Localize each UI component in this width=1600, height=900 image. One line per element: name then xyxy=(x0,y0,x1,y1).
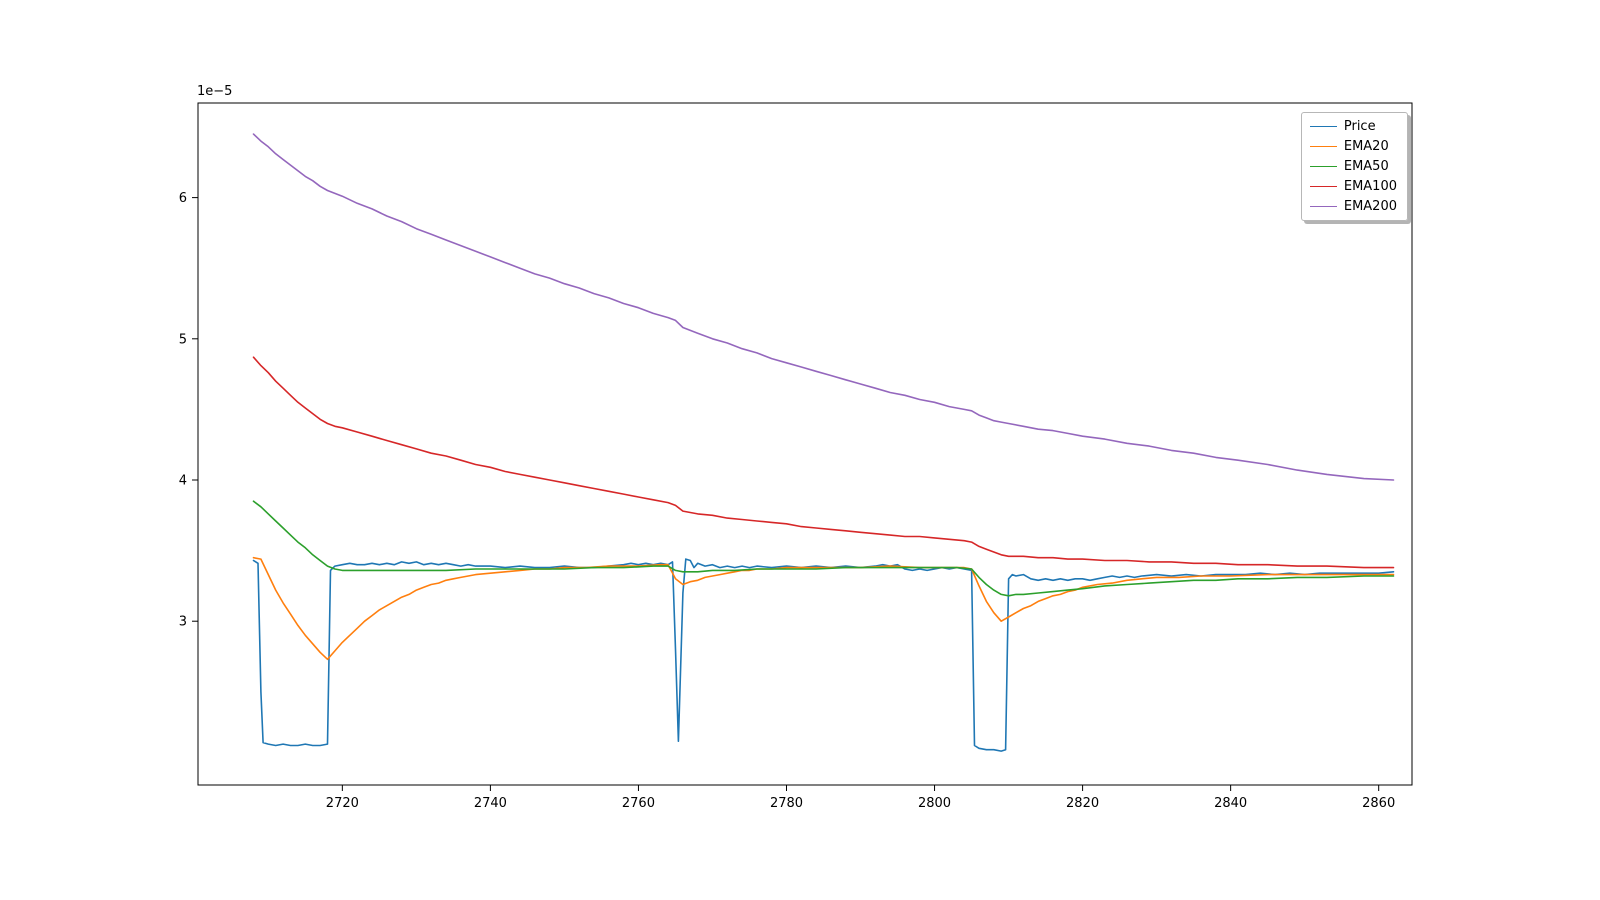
legend-label: EMA20 xyxy=(1343,139,1389,154)
price-line xyxy=(252,558,1395,752)
ema20-line xyxy=(252,556,1395,661)
legend-label: Price xyxy=(1343,119,1376,134)
ema20-line-swatch xyxy=(1309,146,1337,147)
ema100-line xyxy=(252,356,1395,569)
price-line-swatch xyxy=(1309,126,1337,127)
legend-item-ema100: EMA100 xyxy=(1309,179,1397,194)
ema100-line-swatch xyxy=(1309,186,1337,187)
legend-item-ema50: EMA50 xyxy=(1309,159,1397,174)
y-axis-offset-label: 1e−5 xyxy=(197,84,233,99)
legend-item-price: Price xyxy=(1309,119,1397,134)
legend-label: EMA50 xyxy=(1343,159,1389,174)
legend-label: EMA200 xyxy=(1343,199,1397,214)
x-tick-label: 2820 xyxy=(1066,796,1099,811)
legend: Price EMA20 EMA50 EMA100 EMA200 xyxy=(1300,112,1408,221)
x-tick-label: 2720 xyxy=(326,796,359,811)
legend-item-ema20: EMA20 xyxy=(1309,139,1397,154)
x-tick-label: 2780 xyxy=(770,796,803,811)
legend-item-ema200: EMA200 xyxy=(1309,199,1397,214)
axes-border xyxy=(197,102,1413,786)
y-tick-label: 3 xyxy=(179,615,187,630)
x-tick-label: 2840 xyxy=(1214,796,1247,811)
legend-label: EMA100 xyxy=(1343,179,1397,194)
x-tick-label: 2760 xyxy=(622,796,655,811)
ema200-line-swatch xyxy=(1309,206,1337,207)
ema50-line xyxy=(252,500,1395,597)
ema200-line xyxy=(252,133,1395,481)
y-tick-label: 6 xyxy=(179,191,187,206)
x-tick-label: 2800 xyxy=(918,796,951,811)
ema50-line-swatch xyxy=(1309,166,1337,167)
y-tick-label: 4 xyxy=(179,474,187,489)
x-tick-label: 2860 xyxy=(1362,796,1395,811)
x-tick-label: 2740 xyxy=(474,796,507,811)
y-tick-label: 5 xyxy=(179,332,187,347)
